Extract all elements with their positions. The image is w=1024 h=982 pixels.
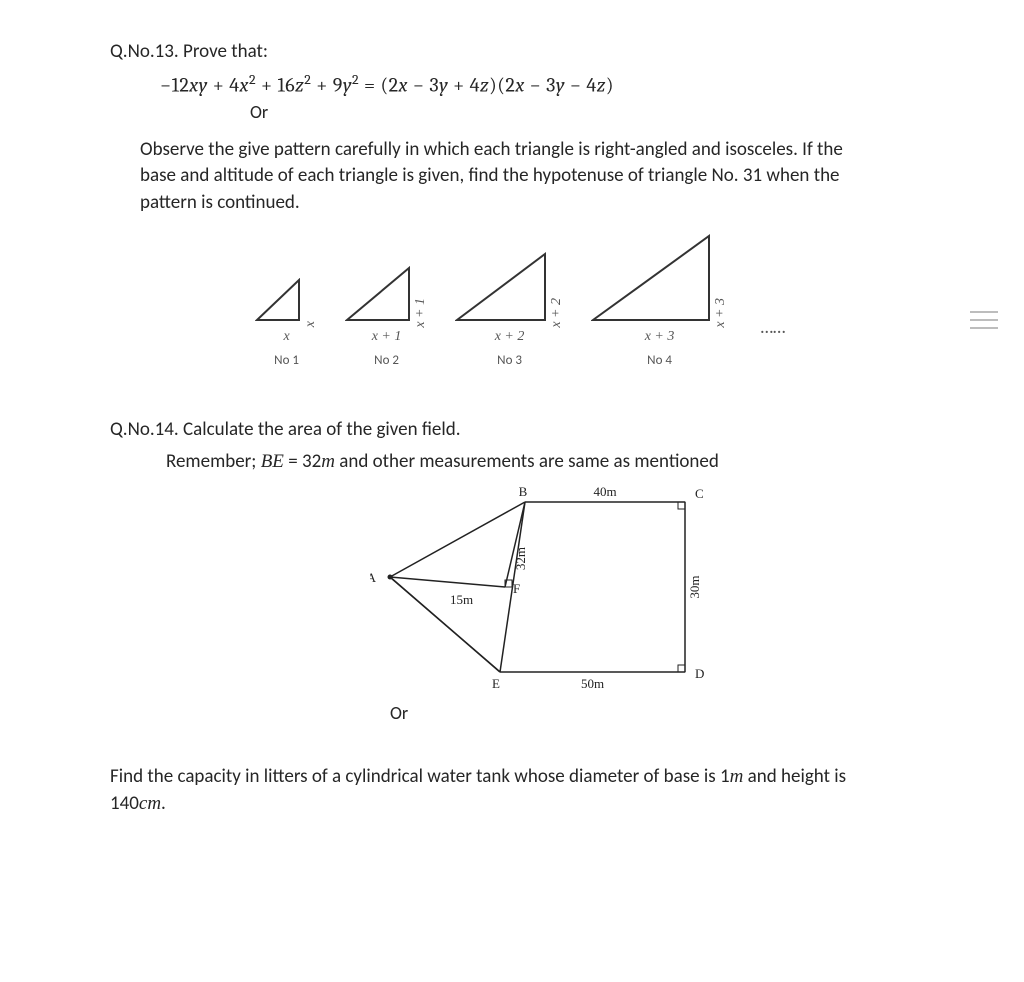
pattern-continuation-dots: …… [761,316,786,368]
svg-text:30m: 30m [687,575,702,598]
svg-text:40m: 40m [593,484,616,499]
triangle-altitude-label: x + 1 [413,292,429,328]
triangle-number-label: No 2 [374,353,399,368]
svg-text:E: E [492,676,500,691]
triangle-item: x + 2 x + 2 No 3 [455,252,565,368]
q14-remember: Remember; BE = 32m and other measurement… [166,449,870,476]
triangle-item: x + 1 x + 1 No 2 [345,266,429,368]
triangle-number-label: No 3 [497,353,522,368]
svg-text:15m: 15m [450,592,473,607]
q13-equation: −12xy + 4x2 + 16z2 + 9y2 = (2x − 3y + 4z… [160,71,870,97]
triangle-base-label: x + 1 [372,329,402,345]
hamburger-icon[interactable] [964,300,1004,340]
svg-text:32m: 32m [513,547,528,570]
triangle-base-label: x + 3 [645,329,675,345]
svg-text:50m: 50m [581,676,604,691]
svg-text:F: F [513,581,520,596]
q13-alt-text: Observe the give pattern carefully in wh… [140,137,870,217]
q13-or: Or [250,101,870,123]
triangle-altitude-label: x + 3 [713,292,729,328]
svg-text:B: B [519,484,528,499]
q13-heading: Q.No.13. Prove that: [110,40,870,63]
triangle-pattern: x x No 1 x + 1 x + 1 No 2 x + 2 x + 2 No 3 x +… [170,234,870,368]
svg-text:C: C [695,486,704,501]
svg-text:D: D [695,666,704,681]
q14-alt-text: Find the capacity in litters of a cylind… [110,764,870,817]
q14-or: Or [390,702,870,724]
field-figure: A B C D E F 40m 30m 50m 15m 32m [210,482,870,692]
triangle-item: x x No 1 [255,278,319,368]
triangle-number-label: No 4 [647,353,672,368]
triangle-altitude-label: x + 2 [549,292,565,328]
svg-text:A: A [370,570,377,585]
q14-heading: Q.No.14. Calculate the area of the given… [110,418,870,441]
triangle-number-label: No 1 [274,353,299,368]
triangle-base-label: x [283,329,289,345]
triangle-item: x + 3 x + 3 No 4 [591,234,729,368]
triangle-altitude-label: x [303,315,319,327]
triangle-base-label: x + 2 [495,329,525,345]
